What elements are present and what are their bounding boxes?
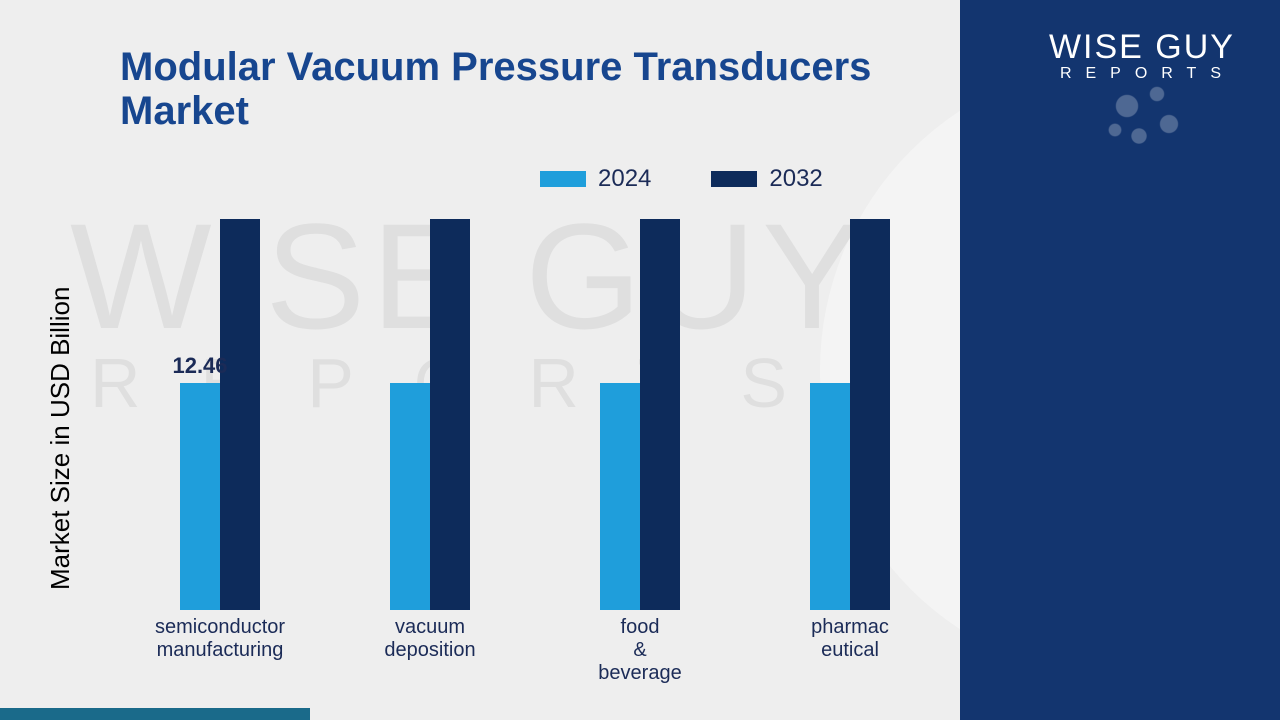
chart-title: Modular Vacuum Pressure Transducers Mark… <box>120 45 900 133</box>
bar-group: food&beverage <box>580 210 700 610</box>
brand-name-main: WISE GUY <box>995 28 1235 67</box>
legend-swatch-2024 <box>540 171 586 187</box>
bar-group: semiconductormanufacturing12.46 <box>160 210 280 610</box>
bar-2032 <box>220 219 260 610</box>
plot-area: semiconductormanufacturing12.46 vacuumdep… <box>120 210 940 610</box>
bar-2032 <box>640 219 680 610</box>
category-label: vacuumdeposition <box>340 610 520 662</box>
legend-item-2024: 2024 <box>540 165 651 193</box>
category-label: food&beverage <box>550 610 730 685</box>
bar-group: pharmaceutical <box>790 210 910 610</box>
bottom-accent-bar <box>0 708 310 720</box>
category-label: semiconductormanufacturing <box>130 610 310 662</box>
bar-value-label: 12.46 <box>150 353 250 379</box>
brand-logo: WISE GUY REPORTS <box>995 28 1235 83</box>
bar-2032 <box>850 219 890 610</box>
bar-2032 <box>430 219 470 610</box>
legend-item-2032: 2032 <box>711 165 822 193</box>
bar-2024 <box>810 383 850 610</box>
bar-2024 <box>390 383 430 610</box>
category-label: pharmaceutical <box>760 610 940 662</box>
logo-head-icon <box>1085 58 1205 178</box>
bar-group: vacuumdeposition <box>370 210 490 610</box>
legend-label-2024: 2024 <box>598 165 651 193</box>
bar-2024 <box>600 383 640 610</box>
legend-swatch-2032 <box>711 171 757 187</box>
legend: 2024 2032 <box>540 165 823 193</box>
legend-label-2032: 2032 <box>769 165 822 193</box>
y-axis-label: Market Size in USD Billion <box>45 287 76 590</box>
bar-2024 <box>180 383 220 610</box>
